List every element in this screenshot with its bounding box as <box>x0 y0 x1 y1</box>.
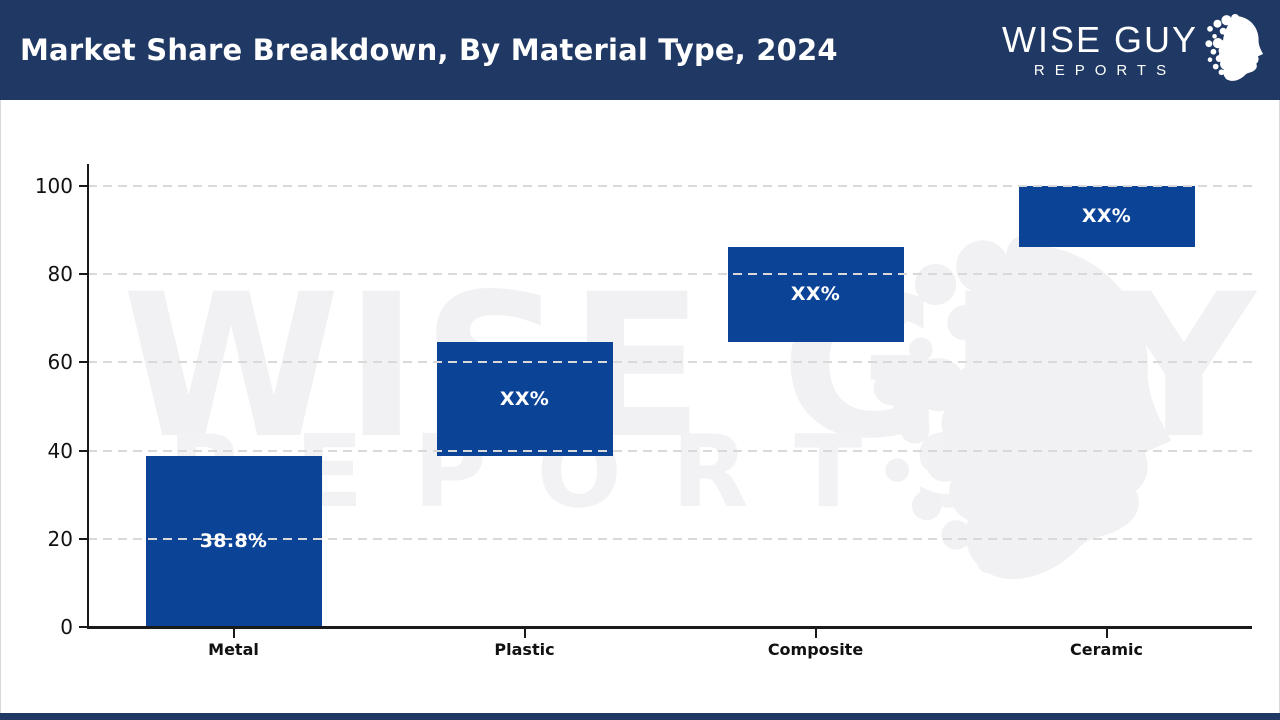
y-tick-label-40: 40 <box>47 438 73 463</box>
gridline-40 <box>88 449 1252 452</box>
bar-value-metal: 38.8% <box>199 530 268 553</box>
x-tick-plastic <box>523 629 526 638</box>
gridline-20 <box>88 537 1252 540</box>
x-axis-line <box>87 626 1252 629</box>
y-tick-40 <box>79 449 88 452</box>
brand-name: WISE GUY <box>1001 18 1198 60</box>
header-bar: Market Share Breakdown, By Material Type… <box>0 0 1280 100</box>
y-tick-20 <box>79 537 88 540</box>
brand-subname: REPORTS <box>1033 61 1177 79</box>
y-tick-100 <box>79 185 88 187</box>
x-tick-metal <box>232 629 235 638</box>
bar-metal <box>145 455 322 627</box>
bar-plastic <box>436 342 613 456</box>
page-title: Market Share Breakdown, By Material Type… <box>20 33 838 67</box>
x-label-plastic: Plastic <box>494 640 555 659</box>
brand-logo-text: WISE GUY REPORTS <box>1001 18 1198 79</box>
gridline-80 <box>88 273 1252 276</box>
left-border <box>0 100 1 713</box>
gridline-60 <box>88 361 1252 364</box>
y-tick-label-100: 100 <box>34 174 73 198</box>
x-tick-composite <box>814 629 817 638</box>
x-label-ceramic: Ceramic <box>1070 640 1143 659</box>
bar-composite <box>727 246 904 343</box>
y-tick-label-60: 60 <box>47 350 73 375</box>
y-tick-label-0: 0 <box>60 615 73 639</box>
gridline-100 <box>88 185 1252 187</box>
bar-value-plastic: XX% <box>499 387 550 410</box>
bar-ceramic <box>1018 186 1195 247</box>
bar-value-ceramic: XX% <box>1081 205 1132 228</box>
y-tick-80 <box>79 273 88 276</box>
y-tick-60 <box>79 361 88 364</box>
y-axis-line <box>87 164 89 629</box>
brand-logo: WISE GUY REPORTS <box>1002 0 1266 100</box>
y-tick-label-80: 80 <box>47 262 73 287</box>
x-tick-ceramic <box>1105 629 1108 638</box>
bar-value-composite: XX% <box>790 283 841 306</box>
footer-bar <box>0 713 1280 720</box>
y-tick-0 <box>79 626 88 628</box>
y-tick-label-20: 20 <box>47 526 73 551</box>
x-label-composite: Composite <box>767 640 864 659</box>
x-label-metal: Metal <box>208 640 259 659</box>
